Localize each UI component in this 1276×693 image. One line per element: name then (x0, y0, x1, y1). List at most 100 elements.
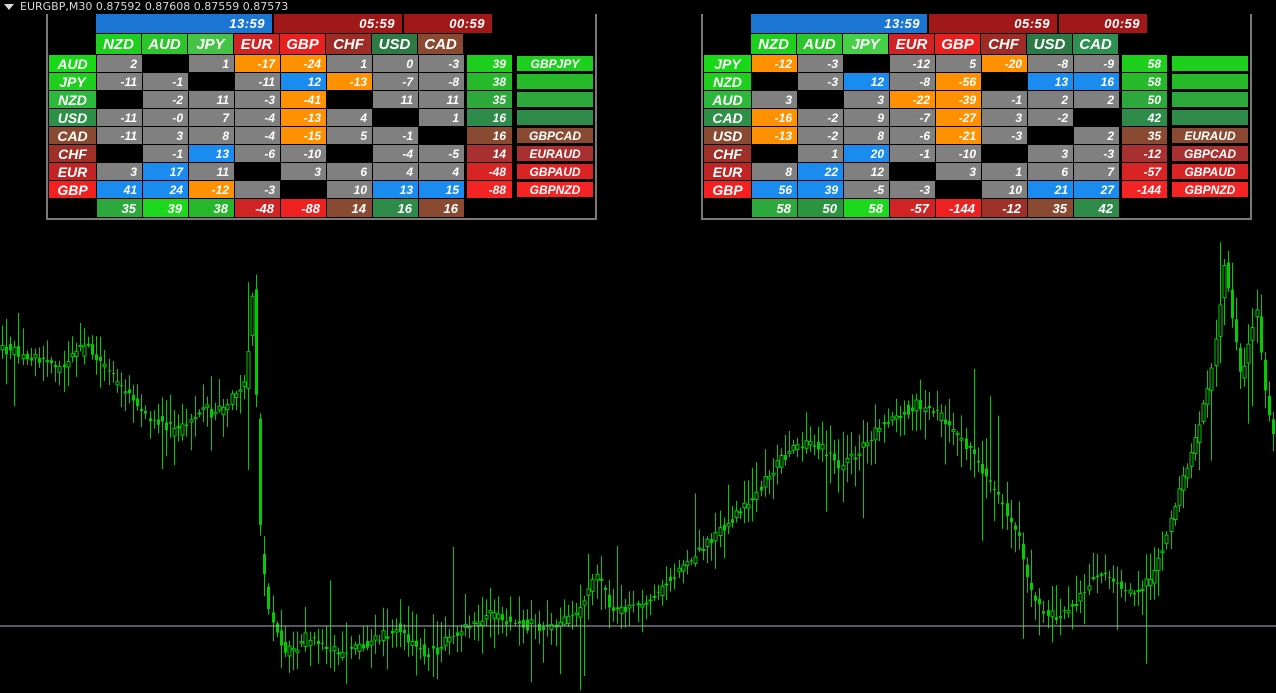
matrix-cell[interactable] (373, 109, 418, 126)
pair-label[interactable] (1171, 55, 1249, 72)
column-header-usd[interactable]: USD (372, 34, 417, 54)
matrix-cell[interactable]: -1 (373, 127, 418, 144)
matrix-cell[interactable]: -10 (281, 145, 326, 162)
matrix-cell[interactable]: -3 (1074, 145, 1119, 162)
matrix-cell[interactable]: 6 (327, 163, 372, 180)
timer-1[interactable]: 13:59 (96, 13, 272, 33)
matrix-cell[interactable]: 2 (1074, 127, 1119, 144)
matrix-cell[interactable]: 21 (1028, 181, 1073, 198)
matrix-cell[interactable] (982, 145, 1027, 162)
matrix-cell[interactable]: -13 (752, 127, 797, 144)
matrix-cell[interactable]: -15 (281, 127, 326, 144)
triangle-down-icon[interactable] (2, 0, 16, 14)
matrix-cell[interactable] (189, 73, 234, 90)
matrix-cell[interactable]: -2 (798, 109, 843, 126)
matrix-cell[interactable]: 2 (1028, 91, 1073, 108)
matrix-cell[interactable]: 3 (97, 163, 142, 180)
matrix-cell[interactable]: 8 (189, 127, 234, 144)
matrix-cell[interactable]: 12 (844, 163, 889, 180)
pair-label[interactable]: GBPJPY (516, 55, 594, 72)
matrix-cell[interactable]: -24 (281, 55, 326, 72)
matrix-cell[interactable]: -1 (143, 73, 188, 90)
matrix-cell[interactable]: 24 (143, 181, 188, 198)
matrix-cell[interactable]: -1 (890, 145, 935, 162)
matrix-cell[interactable]: 12 (281, 73, 326, 90)
matrix-cell[interactable]: 11 (189, 163, 234, 180)
matrix-cell[interactable]: -11 (235, 73, 280, 90)
pair-label[interactable] (516, 109, 594, 126)
timer-2[interactable]: 05:59 (929, 13, 1057, 33)
matrix-cell[interactable]: -20 (982, 55, 1027, 72)
pair-label[interactable] (516, 91, 594, 108)
matrix-cell[interactable] (327, 91, 372, 108)
matrix-cell[interactable]: -3 (798, 73, 843, 90)
pair-label[interactable] (516, 73, 594, 90)
matrix-cell[interactable]: -3 (235, 91, 280, 108)
matrix-cell[interactable]: -16 (752, 109, 797, 126)
matrix-cell[interactable]: -3 (235, 181, 280, 198)
matrix-cell[interactable]: -3 (890, 181, 935, 198)
matrix-cell[interactable]: 56 (752, 181, 797, 198)
matrix-cell[interactable]: -12 (890, 55, 935, 72)
matrix-cell[interactable]: 1 (798, 145, 843, 162)
matrix-cell[interactable] (235, 163, 280, 180)
matrix-cell[interactable] (143, 55, 188, 72)
matrix-cell[interactable]: 10 (327, 181, 372, 198)
matrix-cell[interactable] (890, 163, 935, 180)
matrix-cell[interactable]: 12 (844, 73, 889, 90)
pair-label[interactable]: EURAUD (1171, 127, 1249, 144)
matrix-cell[interactable]: -13 (281, 109, 326, 126)
timer-1[interactable]: 13:59 (751, 13, 927, 33)
column-header-gbp[interactable]: GBP (280, 34, 325, 54)
matrix-cell[interactable]: -7 (373, 73, 418, 90)
timer-3[interactable]: 00:59 (404, 13, 492, 33)
row-label-cad[interactable]: CAD (704, 109, 751, 126)
matrix-cell[interactable]: 15 (419, 181, 464, 198)
pair-label[interactable]: GBPCAD (516, 127, 594, 144)
matrix-cell[interactable]: 5 (327, 127, 372, 144)
column-header-jpy[interactable]: JPY (188, 34, 233, 54)
matrix-cell[interactable]: 10 (982, 181, 1027, 198)
column-header-eur[interactable]: EUR (234, 34, 279, 54)
matrix-cell[interactable]: 3 (982, 109, 1027, 126)
pair-label[interactable]: GBPCAD (1171, 145, 1249, 162)
matrix-cell[interactable] (97, 91, 142, 108)
matrix-cell[interactable]: 4 (373, 163, 418, 180)
matrix-cell[interactable]: 3 (281, 163, 326, 180)
matrix-cell[interactable]: -11 (97, 109, 142, 126)
matrix-cell[interactable]: 13 (373, 181, 418, 198)
row-label-cad[interactable]: CAD (49, 127, 96, 144)
row-label-jpy[interactable]: JPY (49, 73, 96, 90)
matrix-cell[interactable]: 3 (1028, 145, 1073, 162)
matrix-cell[interactable] (281, 181, 326, 198)
matrix-cell[interactable]: 3 (844, 91, 889, 108)
column-header-aud[interactable]: AUD (142, 34, 187, 54)
matrix-cell[interactable]: -6 (235, 145, 280, 162)
column-header-nzd[interactable]: NZD (751, 34, 796, 54)
matrix-cell[interactable]: -3 (982, 127, 1027, 144)
matrix-cell[interactable]: -7 (890, 109, 935, 126)
row-label-gbp[interactable]: GBP (49, 181, 96, 198)
row-label-chf[interactable]: CHF (49, 145, 96, 162)
column-header-aud[interactable]: AUD (797, 34, 842, 54)
matrix-cell[interactable]: 6 (1028, 163, 1073, 180)
matrix-cell[interactable]: 1 (189, 55, 234, 72)
matrix-cell[interactable] (752, 73, 797, 90)
pair-label[interactable]: GBPNZD (516, 181, 594, 198)
row-label-aud[interactable]: AUD (49, 55, 96, 72)
matrix-cell[interactable]: 1 (982, 163, 1027, 180)
timer-3[interactable]: 00:59 (1059, 13, 1147, 33)
matrix-cell[interactable]: -5 (844, 181, 889, 198)
matrix-cell[interactable]: -5 (419, 145, 464, 162)
matrix-cell[interactable]: -0 (143, 109, 188, 126)
matrix-cell[interactable]: 1 (419, 109, 464, 126)
pair-label[interactable]: GBPNZD (1171, 181, 1249, 198)
row-label-nzd[interactable]: NZD (49, 91, 96, 108)
matrix-cell[interactable]: 22 (798, 163, 843, 180)
matrix-cell[interactable] (327, 145, 372, 162)
matrix-cell[interactable]: -12 (752, 55, 797, 72)
row-label-jpy[interactable]: JPY (704, 55, 751, 72)
matrix-cell[interactable]: 8 (752, 163, 797, 180)
matrix-cell[interactable]: -4 (373, 145, 418, 162)
pair-label[interactable] (1171, 91, 1249, 108)
